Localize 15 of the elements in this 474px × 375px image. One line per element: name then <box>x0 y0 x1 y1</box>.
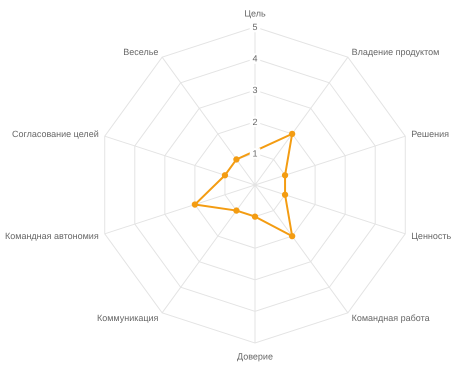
spoke-label: Согласование целей <box>12 129 99 140</box>
y-tick-label: 5 <box>252 22 258 32</box>
spoke-label: Веселье <box>123 47 158 58</box>
spoke-label: Доверие <box>237 351 273 362</box>
spoke-label: Командная автономия <box>5 230 99 241</box>
y-tick-label: 3 <box>252 85 258 96</box>
spoke-label: Решения <box>411 129 450 140</box>
y-tick-label: 4 <box>252 54 258 64</box>
spoke-label: Владение продуктом <box>352 47 440 58</box>
spoke-label: Ценность <box>411 230 452 241</box>
y-tick-label: 1 <box>252 148 258 158</box>
spoke-label: Командная работа <box>352 312 430 323</box>
y-tick-label: 2 <box>252 116 258 127</box>
spoke-label: Цель <box>244 8 266 19</box>
spoke-label: Коммуникация <box>96 312 159 323</box>
